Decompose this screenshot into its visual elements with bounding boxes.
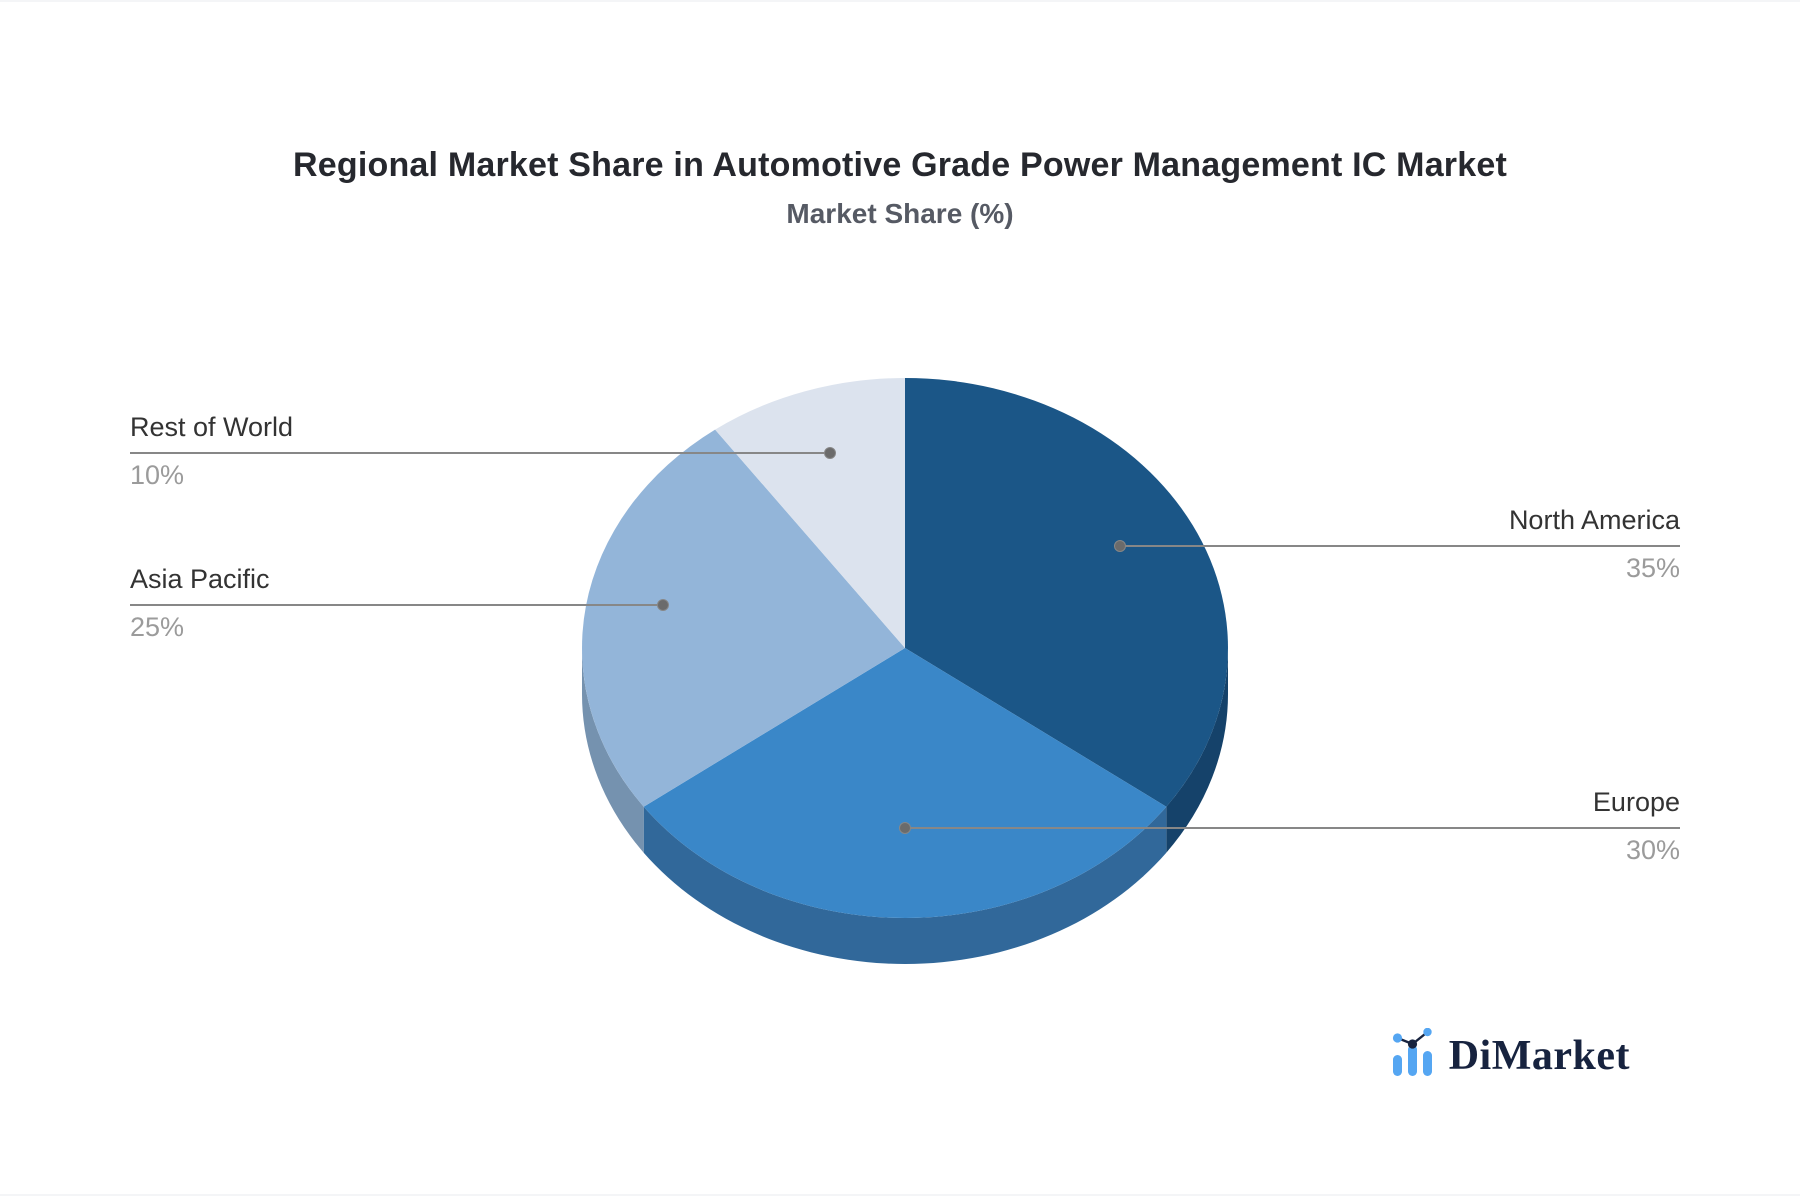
slice-value: 30% <box>1625 835 1680 865</box>
callout-north-america: North America 35% <box>1509 505 1680 584</box>
pie-slice-europe[interactable] <box>643 648 1167 918</box>
logo-bars <box>1392 1045 1432 1076</box>
leader-dot-asia-pacific <box>657 599 669 611</box>
leader-dot-rest-of-world <box>824 447 836 459</box>
pie-side-asia-pacific <box>582 648 644 853</box>
slice-value: 10% <box>130 460 185 490</box>
slice-label: North America <box>1508 505 1680 535</box>
pie-side-north-america <box>1166 648 1228 853</box>
leader-dot-north-america <box>1114 540 1126 552</box>
pie-slice-asia-pacific[interactable] <box>582 429 905 807</box>
slice-label: Europe <box>1592 787 1680 817</box>
pie-side-europe <box>643 806 1167 964</box>
pie-slice-north-america[interactable] <box>905 378 1228 807</box>
slice-label: Rest of World <box>130 412 294 442</box>
callout-rest-of-world: Rest of World 10% <box>130 412 293 491</box>
slice-label: Asia Pacific <box>130 564 270 594</box>
slice-value: 25% <box>130 612 185 642</box>
callout-europe: Europe 30% <box>1593 787 1680 866</box>
slice-value: 35% <box>1625 553 1680 583</box>
brand-logo: DiMarket <box>1392 1028 1630 1080</box>
page-border-top <box>0 0 1800 2</box>
logo-line-dots <box>1392 1028 1432 1049</box>
leader-dot-europe <box>899 822 911 834</box>
pie-slice-rest-of-world[interactable] <box>715 378 905 648</box>
page-border-bottom <box>0 1194 1800 1196</box>
callout-asia-pacific: Asia Pacific 25% <box>130 564 270 643</box>
brand-name: DiMarket <box>1448 1033 1630 1079</box>
bar-line-chart-icon <box>1392 1028 1432 1076</box>
chart-title: Regional Market Share in Automotive Grad… <box>293 146 1507 184</box>
chart-subtitle: Market Share (%) <box>786 198 1014 229</box>
